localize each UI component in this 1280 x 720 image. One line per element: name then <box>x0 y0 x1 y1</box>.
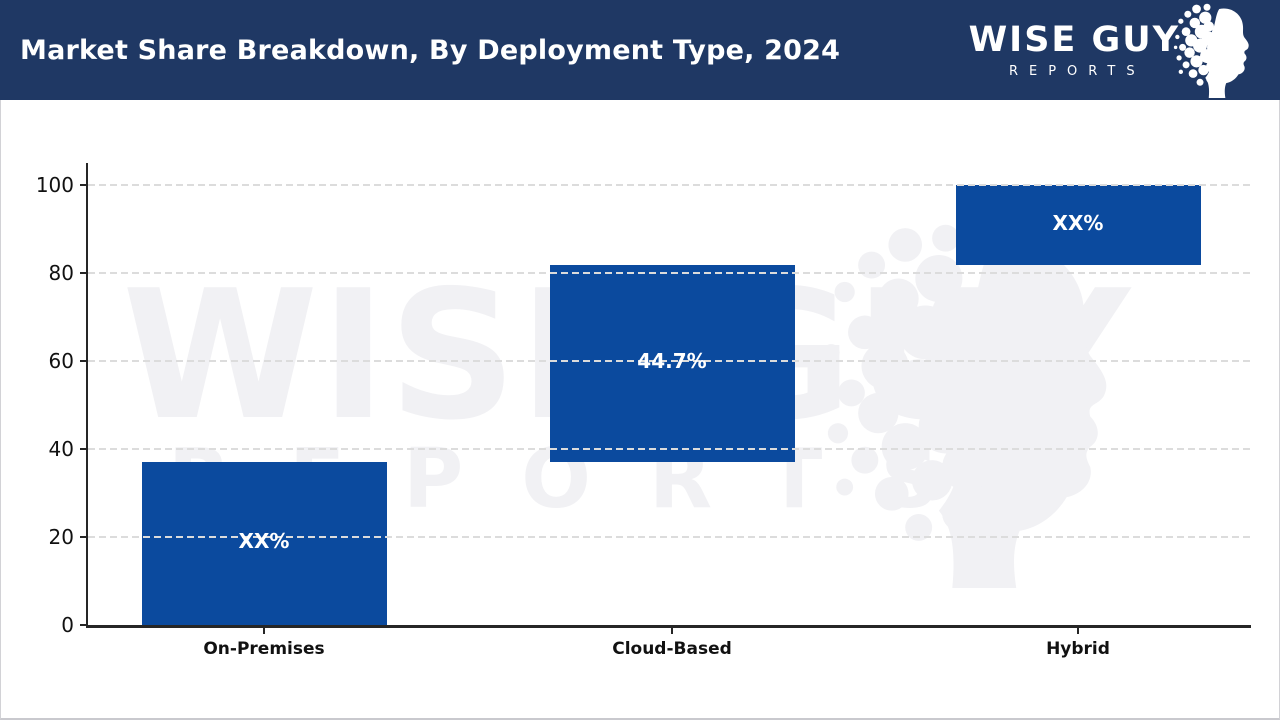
y-axis-line <box>86 163 88 627</box>
y-tick-0 <box>80 624 88 626</box>
y-tick-label-20: 20 <box>48 525 74 549</box>
y-tick-label-100: 100 <box>35 173 74 197</box>
bar-value-label: 44.7% <box>637 349 707 374</box>
y-tick-60 <box>80 360 88 362</box>
bar-cloud-based <box>549 265 795 462</box>
x-tick-hybrid <box>1077 626 1079 634</box>
bar-value-label: XX% <box>238 529 290 554</box>
y-tick-label-80: 80 <box>48 261 74 285</box>
bar-on-premises <box>141 461 387 625</box>
x-tick-cloud-based <box>671 626 673 634</box>
x-category-label: Hybrid <box>1046 639 1110 659</box>
x-tick-on-premises <box>263 626 265 634</box>
y-tick-80 <box>80 272 88 274</box>
y-tick-label-0: 0 <box>61 613 74 637</box>
y-tick-label-40: 40 <box>48 437 74 461</box>
logo-text: WISE GUY REPORTS <box>968 19 1180 79</box>
gridline-20 <box>88 536 1251 538</box>
bar-hybrid <box>955 185 1201 266</box>
y-tick-20 <box>80 536 88 538</box>
bar-value-label: XX% <box>1052 211 1104 236</box>
x-category-label: Cloud-Based <box>612 639 732 659</box>
logo-wordmark: WISE GUY <box>968 19 1180 60</box>
gridline-60 <box>88 360 1251 362</box>
page-title: Market Share Breakdown, By Deployment Ty… <box>20 34 841 66</box>
logo-head-icon <box>1173 3 1249 98</box>
header-bar: Market Share Breakdown, By Deployment Ty… <box>0 0 1280 100</box>
gridline-100 <box>88 184 1251 186</box>
logo-subtext: REPORTS <box>1008 63 1146 79</box>
y-tick-label-60: 60 <box>48 349 74 373</box>
x-category-label: On-Premises <box>203 639 325 659</box>
gridline-80 <box>88 272 1251 274</box>
x-axis-line <box>86 625 1251 628</box>
watermark-head-logo <box>817 224 1107 588</box>
y-tick-100 <box>80 184 88 186</box>
wise-guy-reports-logo: WISE GUY REPORTS <box>969 2 1260 98</box>
y-tick-40 <box>80 448 88 450</box>
gridline-40 <box>88 448 1251 450</box>
